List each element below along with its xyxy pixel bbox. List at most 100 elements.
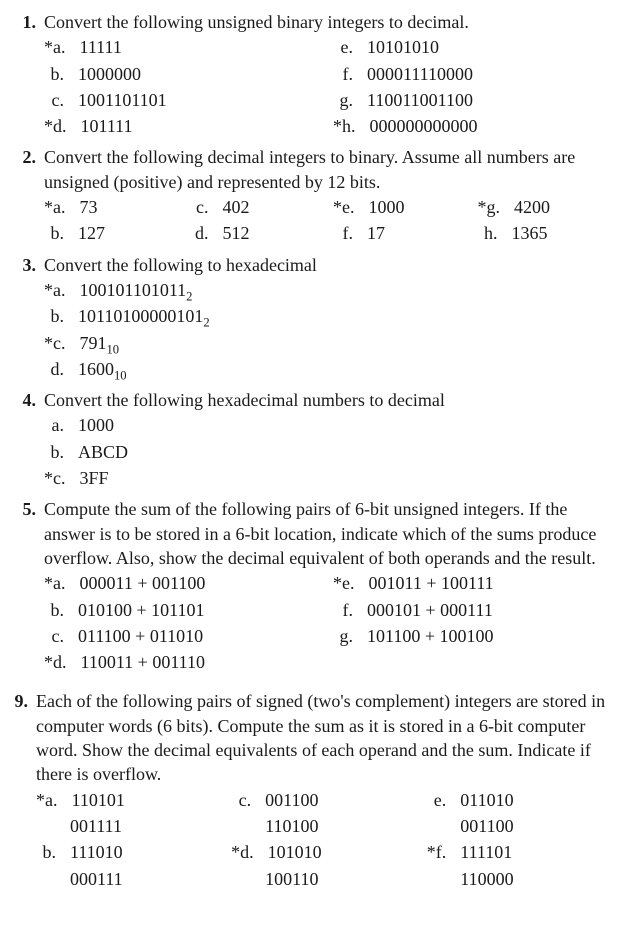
item: c.402	[189, 194, 334, 220]
item: *a.1001011010112	[44, 277, 622, 303]
item-value: 73	[80, 195, 98, 219]
item-value: 011100 + 011010	[78, 624, 203, 648]
item: e.10101010	[333, 34, 622, 60]
item-value: 101100 + 100100	[367, 624, 493, 648]
item-value-1: 111010	[70, 840, 123, 864]
problem-2-items: *a.73 c.402 *e.1000 *g.4200 b.127 d.512 …	[44, 194, 622, 247]
item-letter: c.	[44, 624, 78, 648]
problem-text: Convert the following to hexadecimal	[44, 253, 622, 277]
problem-text: Convert the following decimal integers t…	[44, 145, 622, 194]
item-letter: *a.	[44, 278, 80, 302]
item-value-1: 111101	[460, 840, 512, 864]
problem-number: 4.	[10, 388, 36, 412]
item: g.101100 + 100100	[333, 623, 622, 649]
item-letter: c.	[231, 788, 265, 812]
problem-5: 5. Compute the sum of the following pair…	[10, 497, 622, 675]
item: f.000101 + 000111	[333, 597, 622, 623]
item-letter: c.	[44, 88, 78, 112]
item: 110100	[231, 813, 426, 839]
item-value: 512	[223, 221, 250, 245]
item-letter: *a.	[36, 788, 72, 812]
item: c.001100	[231, 787, 426, 813]
item: *f.111101	[426, 839, 621, 865]
item: *e.001011 + 100111	[333, 570, 622, 596]
item-letter: *a.	[44, 35, 80, 59]
item-value: 1001011010112	[80, 278, 193, 302]
column: *a.110101 001111 b.111010 000111	[36, 787, 231, 892]
item-letter: d.	[189, 221, 223, 245]
item-letter: b.	[36, 840, 70, 864]
item-letter: e.	[333, 35, 367, 59]
item-value: 1001101101	[78, 88, 167, 112]
item: b.127	[44, 220, 189, 246]
item-letter: b.	[44, 304, 78, 328]
item-value: 101101000001012	[78, 304, 210, 328]
item: d.512	[189, 220, 334, 246]
item: 100110	[231, 866, 426, 892]
item-value: ABCD	[78, 440, 128, 464]
item: *d.101111	[44, 113, 333, 139]
item-letter: g.	[333, 624, 367, 648]
column: e.011010 001100 *f.111101 110000	[426, 787, 621, 892]
item-value: 000011 + 001100	[80, 571, 206, 595]
column: c.001100 110100 *d.101010 100110	[231, 787, 426, 892]
item-letter: a.	[44, 413, 78, 437]
item-value: 79110	[80, 331, 120, 355]
item-letter: f.	[333, 598, 367, 622]
item-value: 1365	[512, 221, 548, 245]
item-letter: g.	[333, 88, 367, 112]
item-value-2: 110100	[265, 814, 318, 838]
item-value: 000011110000	[367, 62, 473, 86]
item-value: 101111	[81, 114, 133, 138]
problem-9-items: *a.110101 001111 b.111010 000111 c.00110…	[36, 787, 622, 892]
item-value: 1000000	[78, 62, 141, 86]
item-value-1: 001100	[265, 788, 318, 812]
item-value: 010100 + 101101	[78, 598, 204, 622]
item-value: 1000	[78, 413, 114, 437]
problem-1-items: *a.11111 e.10101010 b.1000000 f.00001111…	[44, 34, 622, 139]
item: b.111010	[36, 839, 231, 865]
item-letter: c.	[189, 195, 223, 219]
item-value: 10101010	[367, 35, 439, 59]
problem-3: 3. Convert the following to hexadecimal …	[10, 253, 622, 382]
item-letter: *d.	[44, 114, 81, 138]
item-letter: *c.	[44, 466, 80, 490]
item-value-2: 001111	[70, 814, 122, 838]
problem-number: 3.	[10, 253, 36, 277]
item-letter: *d.	[44, 650, 81, 674]
item: h.1365	[478, 220, 623, 246]
problem-number: 1.	[10, 10, 36, 34]
item: a.1000	[44, 412, 622, 438]
problem-number: 2.	[10, 145, 36, 169]
item-letter: f.	[333, 221, 367, 245]
item-letter: d.	[44, 357, 78, 381]
item: d.160010	[44, 356, 622, 382]
item-value: 000000000000	[370, 114, 478, 138]
item-letter: *h.	[333, 114, 370, 138]
item-value: 3FF	[80, 466, 109, 490]
item-value-1: 101010	[268, 840, 322, 864]
problem-4: 4. Convert the following hexadecimal num…	[10, 388, 622, 491]
item-value: 110011 + 001110	[81, 650, 205, 674]
item-letter: *g.	[478, 195, 515, 219]
item: *d.101010	[231, 839, 426, 865]
item-letter: *c.	[44, 331, 80, 355]
item: *g.4200	[478, 194, 623, 220]
problem-number: 9.	[2, 689, 28, 713]
item: *a.110101	[36, 787, 231, 813]
item-letter: b.	[44, 440, 78, 464]
item-value-1: 011010	[460, 788, 513, 812]
item: g.110011001100	[333, 87, 622, 113]
problem-number: 5.	[10, 497, 36, 521]
item-value: 110011001100	[367, 88, 473, 112]
item: 000111	[36, 866, 231, 892]
item-letter: *a.	[44, 195, 80, 219]
item-value: 17	[367, 221, 385, 245]
item-letter: b.	[44, 221, 78, 245]
item-value: 001011 + 100111	[369, 571, 494, 595]
item-value: 000101 + 000111	[367, 598, 493, 622]
item: *e.1000	[333, 194, 478, 220]
item-letter: *e.	[333, 571, 369, 595]
item-value-2: 000111	[70, 867, 123, 891]
item-value: 402	[223, 195, 250, 219]
